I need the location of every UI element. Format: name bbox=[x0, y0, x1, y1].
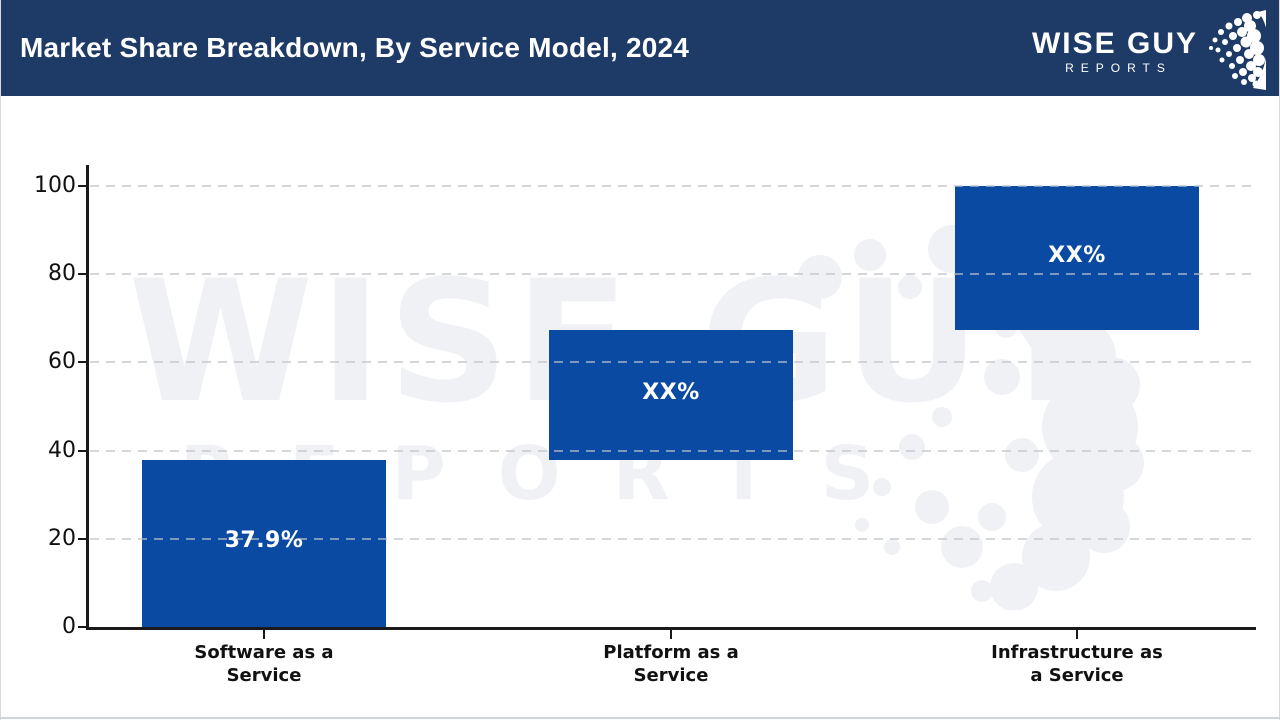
x-category-label: Platform as a Service bbox=[511, 641, 831, 687]
x-category-label-line: Platform as a bbox=[603, 642, 739, 663]
x-category-label-line: Service bbox=[226, 665, 302, 686]
x-category-label-line: Service bbox=[633, 665, 709, 686]
y-axis-line bbox=[86, 165, 89, 630]
bar-segment bbox=[549, 330, 793, 460]
y-tick-mark bbox=[78, 449, 87, 452]
bar-value-label: 37.9% bbox=[224, 528, 304, 554]
gridline bbox=[90, 185, 1256, 187]
bar-segment bbox=[142, 459, 386, 627]
x-tick-mark bbox=[670, 630, 672, 639]
x-category-label-line: Software as a bbox=[194, 642, 334, 663]
y-tick-label: 100 bbox=[34, 173, 76, 198]
y-tick-label: 20 bbox=[48, 525, 76, 551]
bar-value-label: XX% bbox=[642, 380, 700, 406]
gridline bbox=[90, 361, 1256, 364]
gridline bbox=[90, 537, 1256, 540]
x-category-label: Software as a Service bbox=[104, 641, 424, 687]
bar-value-label: XX% bbox=[1048, 243, 1106, 269]
header-bar: Market Share Breakdown, By Service Model… bbox=[0, 0, 1280, 96]
y-tick-label: 0 bbox=[62, 614, 76, 639]
watermark-head-icon bbox=[798, 221, 1144, 610]
wiseguy-logo: WISE GUY REPORTS bbox=[1032, 10, 1266, 90]
logo-wordmark: WISE GUY bbox=[1031, 26, 1198, 60]
wiseguy-logo-text: WISE GUY REPORTS bbox=[1031, 26, 1198, 75]
y-tick-label: 60 bbox=[48, 349, 76, 375]
x-category-label-line: Infrastructure as bbox=[991, 642, 1163, 663]
y-tick-mark bbox=[78, 273, 87, 276]
page-title: Market Share Breakdown, By Service Model… bbox=[20, 32, 690, 63]
y-tick-label: 80 bbox=[48, 261, 76, 287]
bottom-accent-line bbox=[0, 717, 1280, 719]
x-tick-mark bbox=[1076, 630, 1078, 639]
y-tick-label: 40 bbox=[48, 437, 76, 463]
gridline bbox=[90, 449, 1256, 452]
x-tick-mark bbox=[263, 630, 265, 639]
x-category-label: Infrastructure as a Service bbox=[917, 641, 1237, 687]
y-tick-mark bbox=[78, 361, 87, 364]
x-category-label-line: a Service bbox=[1030, 665, 1124, 686]
logo-subtitle: REPORTS bbox=[1065, 60, 1172, 75]
y-tick-mark bbox=[78, 537, 87, 540]
y-tick-mark bbox=[78, 626, 87, 628]
y-tick-mark bbox=[78, 185, 87, 187]
gridline bbox=[90, 273, 1256, 276]
wiseguy-head-logo-icon bbox=[1209, 10, 1266, 90]
x-axis-line bbox=[86, 627, 1256, 630]
bar-segment bbox=[955, 186, 1199, 331]
